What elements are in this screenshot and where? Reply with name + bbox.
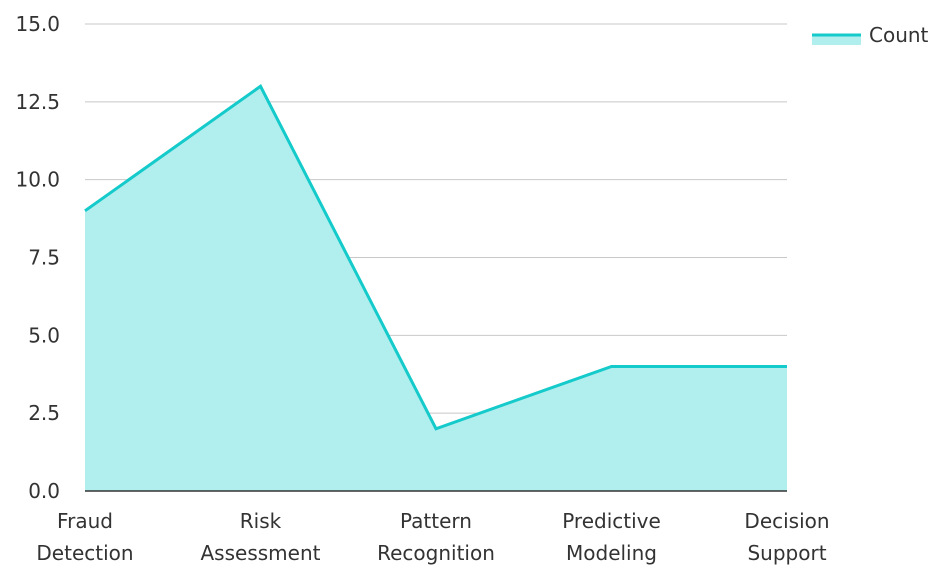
y-tick-label: 5.0 bbox=[28, 323, 60, 347]
x-tick-label: Detection bbox=[36, 541, 133, 565]
y-tick-label: 10.0 bbox=[15, 168, 60, 192]
x-tick-label: Recognition bbox=[377, 541, 495, 565]
x-tick-label: Risk bbox=[240, 509, 282, 533]
legend-label: Count bbox=[869, 23, 929, 47]
x-axis-ticks: Fraud Detection Risk Assessment Pattern Recog… bbox=[36, 509, 829, 565]
y-tick-label: 15.0 bbox=[15, 12, 60, 36]
x-tick-label: Modeling bbox=[566, 541, 657, 565]
x-tick-label: Decision bbox=[744, 509, 829, 533]
y-tick-label: 0.0 bbox=[28, 479, 60, 503]
y-tick-label: 7.5 bbox=[28, 246, 60, 270]
x-tick-label: Pattern bbox=[400, 509, 472, 533]
series-area bbox=[85, 86, 787, 491]
y-tick-label: 2.5 bbox=[28, 401, 60, 425]
legend: Count bbox=[812, 23, 929, 47]
y-tick-label: 12.5 bbox=[15, 90, 60, 114]
x-tick-label: Assessment bbox=[201, 541, 321, 565]
x-tick-label: Support bbox=[747, 541, 826, 565]
x-tick-label: Predictive bbox=[562, 509, 661, 533]
y-axis-ticks: 0.0 2.5 5.0 7.5 10.0 12.5 15.0 bbox=[15, 12, 60, 503]
x-tick-label: Fraud bbox=[57, 509, 113, 533]
